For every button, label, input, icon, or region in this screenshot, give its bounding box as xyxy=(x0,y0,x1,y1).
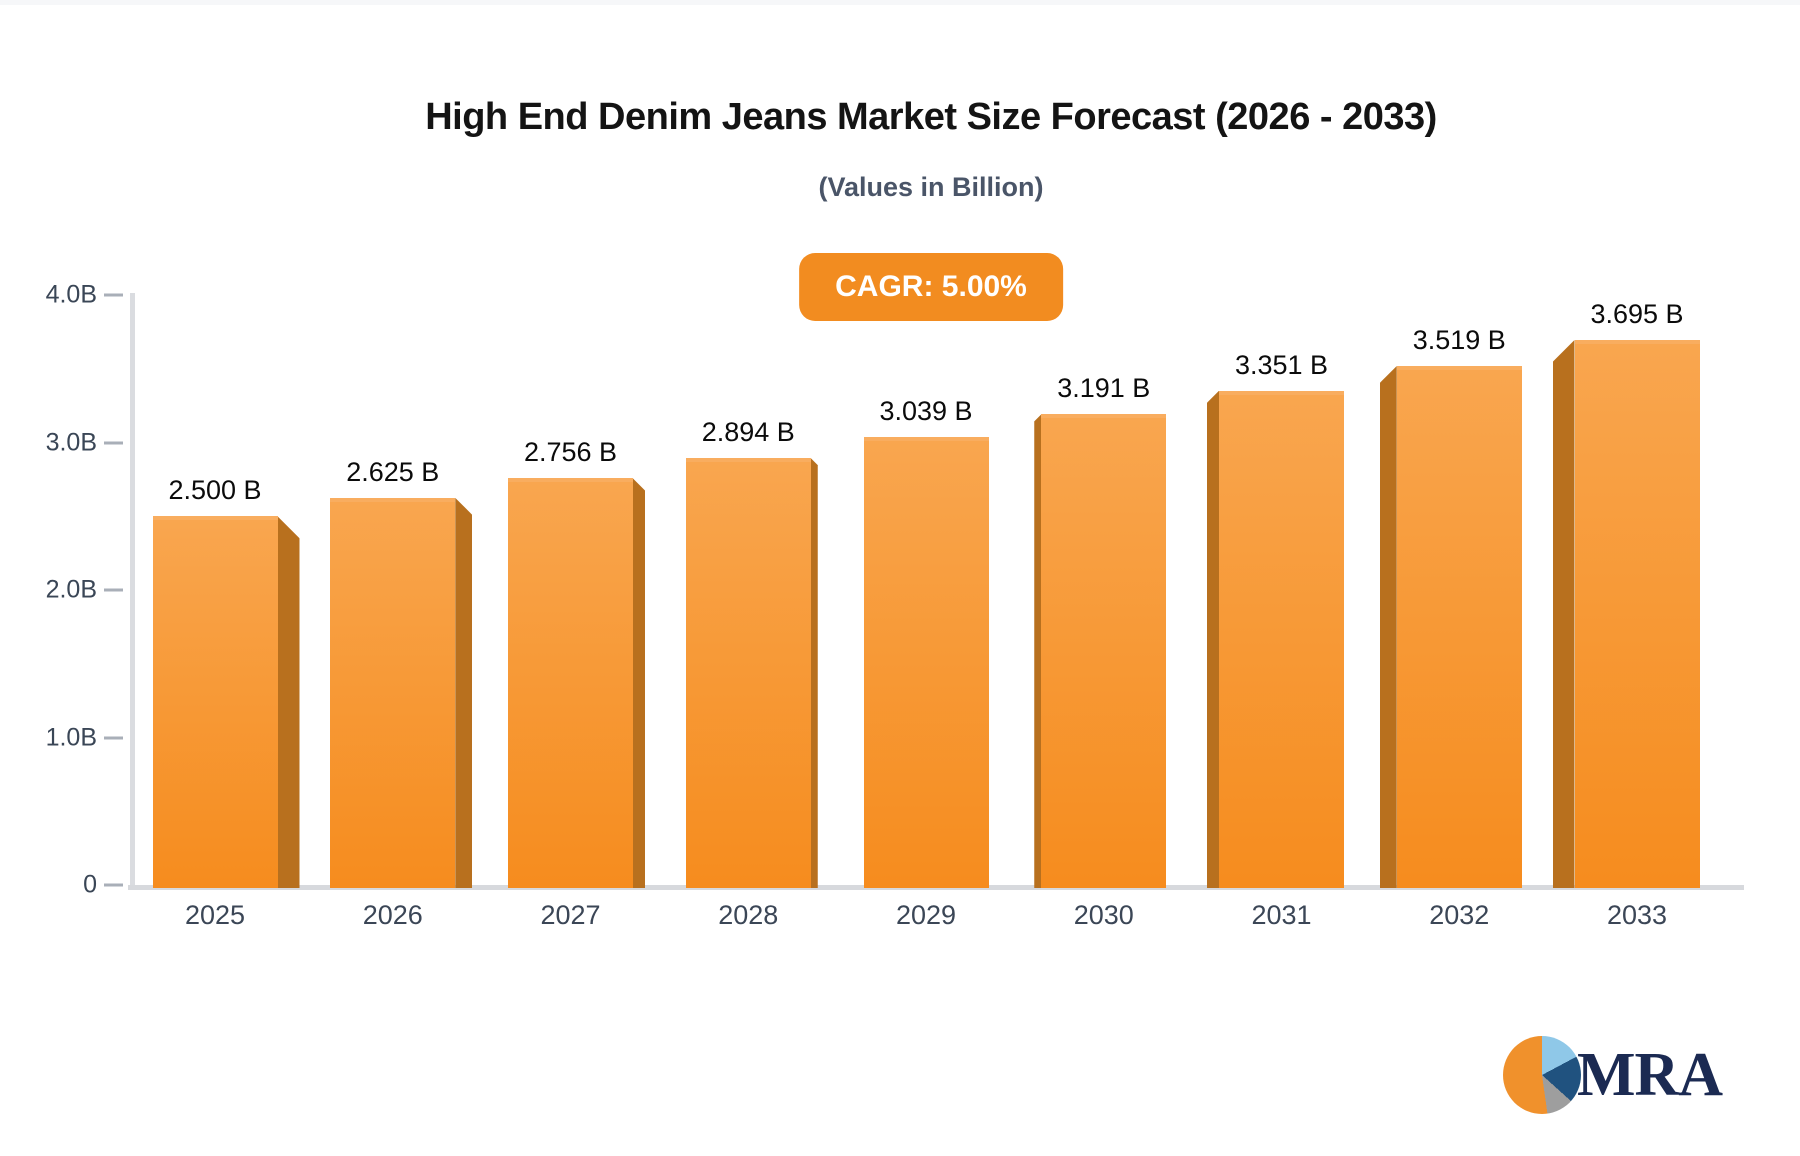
y-tick-label: 0 xyxy=(83,870,97,899)
bar-face xyxy=(152,516,278,888)
bar-face xyxy=(863,436,989,888)
bar-2031[interactable] xyxy=(1207,390,1344,888)
bar-side-face xyxy=(1034,414,1042,888)
y-tick-label: 1.0B xyxy=(45,723,97,751)
pie-chart-icon xyxy=(1503,1036,1581,1114)
chart-subtitle: (Values in Billion) xyxy=(818,172,1044,202)
bar-side-face xyxy=(455,497,473,888)
bar-2032[interactable] xyxy=(1379,365,1522,888)
bar-value-label: 3.191 B xyxy=(1057,373,1151,404)
x-axis-label: 2029 xyxy=(895,900,957,930)
bar-value-label: 2.500 B xyxy=(168,475,262,506)
y-tick-label: 2.0B xyxy=(45,575,97,604)
brand-logo: MRA xyxy=(1503,1036,1723,1114)
y-tick-dash xyxy=(104,736,123,739)
cagr-badge: CAGR: 5.00% xyxy=(799,253,1063,321)
y-tick-dash xyxy=(104,883,123,887)
x-axis-label: 2026 xyxy=(362,900,423,930)
bar-side-face xyxy=(633,478,645,888)
bar-side-face xyxy=(277,516,300,888)
bar-face xyxy=(1219,390,1344,888)
brand-text: MRA xyxy=(1577,1041,1723,1109)
x-axis-label: 2030 xyxy=(1073,900,1134,930)
bar-value-label: 2.625 B xyxy=(346,456,440,487)
x-axis-label: 2028 xyxy=(718,900,779,930)
bar-value-label: 3.695 B xyxy=(1590,298,1684,329)
y-axis-line xyxy=(130,293,135,890)
bar-2027[interactable] xyxy=(508,478,645,888)
bar-2029[interactable] xyxy=(863,436,989,888)
x-axis-label: 2032 xyxy=(1429,900,1490,930)
y-tick-label: 4.0B xyxy=(45,280,97,309)
bar-2028[interactable] xyxy=(685,458,818,888)
bar-value-label: 3.519 B xyxy=(1412,324,1506,355)
bar-face xyxy=(1574,339,1700,888)
bar-value-label: 3.351 B xyxy=(1234,349,1329,380)
bar-side-face xyxy=(1207,390,1219,888)
bar-value-label: 3.039 B xyxy=(879,395,973,426)
bar-value-label: 2.894 B xyxy=(701,417,795,448)
page-title: High End Denim Jeans Market Size Forecas… xyxy=(425,96,1437,138)
bar-2025[interactable] xyxy=(152,516,300,888)
bar-side-face xyxy=(1379,365,1397,888)
bar-value-label: 2.756 B xyxy=(523,437,618,468)
x-axis-label: 2031 xyxy=(1251,900,1312,930)
x-axis-label: 2027 xyxy=(540,900,601,930)
bar-2033[interactable] xyxy=(1552,339,1700,888)
bar-face xyxy=(1041,414,1167,888)
y-tick-dash xyxy=(104,441,123,444)
bar-2026[interactable] xyxy=(330,497,473,888)
x-axis-label: 2025 xyxy=(184,900,246,930)
bar-face xyxy=(1396,365,1522,888)
bar-face xyxy=(330,497,456,888)
bar-face xyxy=(508,478,633,888)
y-tick-dash xyxy=(104,293,123,297)
bar-2030[interactable] xyxy=(1034,414,1167,888)
top-edge-band xyxy=(0,0,1800,5)
bar-face xyxy=(685,458,811,888)
y-tick-dash xyxy=(104,588,123,592)
x-axis-label: 2033 xyxy=(1606,900,1668,930)
bar-side-face xyxy=(810,458,818,888)
y-tick-label: 3.0B xyxy=(45,428,97,456)
bar-side-face xyxy=(1552,339,1575,888)
